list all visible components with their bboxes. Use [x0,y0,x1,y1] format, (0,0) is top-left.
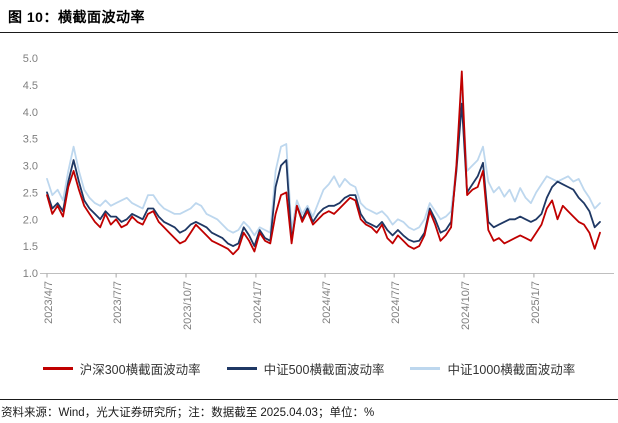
legend-label-hs300: 沪深300横截面波动率 [79,363,201,377]
chart-legend: 沪深300横截面波动率 中证500横截面波动率 中证1000横截面波动率 [0,359,618,378]
legend-line-swatch-csi1000 [410,367,441,370]
figure-title: 图 10：横截面波动率 [8,9,145,25]
x-tick-label: 2023/4/7 [43,281,55,324]
y-tick-label: 2.5 [23,187,38,199]
x-tick-label: 2024/1/7 [252,281,264,324]
legend-line-swatch-csi500 [226,367,257,370]
source-note: 资料来源：Wind，光大证券研究所；注：数据截至 2025.04.03；单位：% [1,407,375,419]
x-tick-label: 2023/10/7 [182,281,194,330]
x-tick-label: 2024/4/7 [321,281,333,324]
legend-line-swatch-hs300 [42,367,73,370]
y-tick-label: 4.0 [23,107,38,119]
series-line-中证1000横截面波动率 [46,92,601,237]
legend-label-csi1000: 中证1000横截面波动率 [447,363,576,377]
x-tick-label: 2024/7/7 [390,281,402,324]
y-tick-label: 3.5 [23,134,38,146]
y-tick-label: 1.0 [23,268,38,280]
y-tick-label: 2.0 [23,214,38,226]
series-line-沪深300横截面波动率 [46,70,601,256]
title-divider [0,32,618,33]
y-tick-label: 3.0 [23,161,38,173]
y-tick-label: 5.0 [23,53,38,65]
x-tick-label: 2023/7/7 [112,281,124,324]
footer-divider [0,399,618,400]
series-line-中证500横截面波动率 [46,102,601,248]
legend-item-csi1000: 中证1000横截面波动率 [410,359,575,378]
x-tick-label: 2025/1/7 [530,281,542,324]
legend-item-hs300: 沪深300横截面波动率 [42,359,201,378]
legend-label-csi500: 中证500横截面波动率 [263,363,385,377]
x-tick-label: 2024/10/7 [460,281,472,330]
y-tick-label: 1.5 [23,241,38,253]
volatility-line-chart: 2023/4/7 2023/7/7 2023/10/7 2024/1/7 2024/4/… [23,53,614,330]
y-tick-label: 4.5 [23,80,38,92]
legend-item-csi500: 中证500横截面波动率 [226,359,385,378]
